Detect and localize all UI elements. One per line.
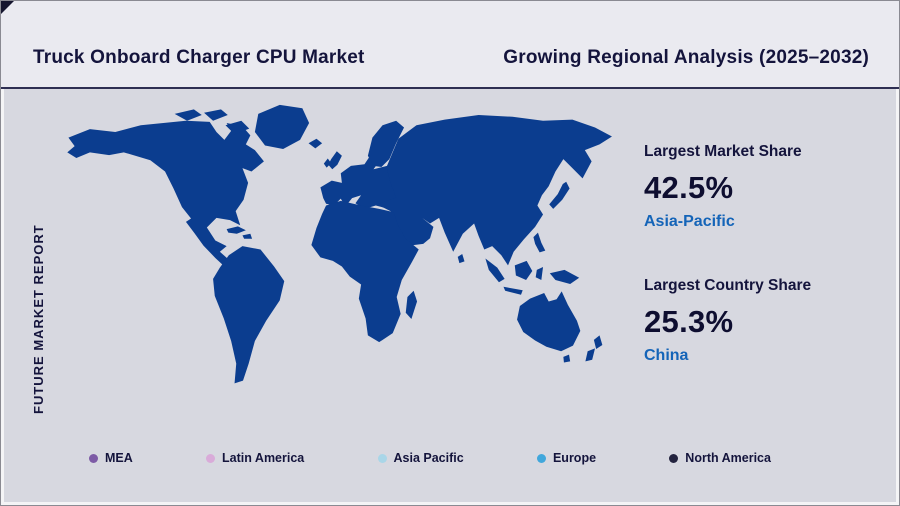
stat-region: Asia-Pacific bbox=[644, 213, 735, 230]
islands-southeast-asia bbox=[485, 232, 546, 295]
landmass-asia bbox=[376, 115, 612, 266]
stat-label: Largest Market Share bbox=[644, 143, 802, 160]
stat-region: China bbox=[644, 347, 689, 364]
world-map bbox=[56, 95, 621, 395]
islands-japan bbox=[549, 181, 570, 209]
legend-label: North America bbox=[685, 451, 771, 465]
world-map-svg bbox=[67, 104, 612, 384]
page-title-right: Growing Regional Analysis (2025–2032) bbox=[503, 47, 869, 68]
vertical-brand-text: FUTURE MARKET REPORT bbox=[31, 224, 46, 414]
legend-item-latin-america: Latin America bbox=[206, 451, 304, 465]
legend-item-mea: MEA bbox=[89, 451, 133, 465]
landmass-north-america bbox=[67, 120, 264, 266]
legend-label: Latin America bbox=[222, 451, 305, 465]
islands-british-isles bbox=[323, 151, 342, 170]
legend-dot-icon bbox=[536, 453, 546, 463]
islands-caribbean bbox=[226, 226, 253, 239]
island-sri-lanka bbox=[457, 254, 465, 264]
stats-panel: Largest Market Share 42.5% Asia-Pacific … bbox=[644, 143, 889, 365]
island-madagascar bbox=[405, 290, 418, 320]
page-title-left: Truck Onboard Charger CPU Market bbox=[33, 47, 365, 68]
legend-label: MEA bbox=[105, 451, 133, 465]
landmass-australia bbox=[517, 291, 581, 352]
corner-fold-mark bbox=[1, 1, 14, 14]
legend: MEA Latin America Asia Pacific Europe No… bbox=[89, 451, 771, 465]
legend-label: Asia Pacific bbox=[393, 451, 464, 465]
stat-largest-country-share: Largest Country Share 25.3% China bbox=[644, 277, 889, 365]
legend-dot-icon bbox=[89, 453, 98, 463]
header-divider bbox=[1, 87, 899, 89]
landmass-greenland bbox=[254, 104, 310, 149]
stat-value: 25.3% bbox=[644, 304, 734, 339]
islands-new-zealand bbox=[585, 335, 603, 362]
legend-item-north-america: North America bbox=[669, 451, 771, 465]
stat-largest-market-share: Largest Market Share 42.5% Asia-Pacific bbox=[644, 143, 889, 231]
legend-dot-icon bbox=[206, 453, 216, 463]
landmass-scandinavia bbox=[367, 120, 405, 168]
legend-dot-icon bbox=[377, 453, 387, 463]
landmass-africa bbox=[311, 200, 419, 343]
landmass-south-america bbox=[213, 246, 285, 384]
legend-label: Europe bbox=[552, 451, 597, 465]
legend-item-europe: Europe bbox=[536, 451, 597, 465]
header: Truck Onboard Charger CPU Market Growing… bbox=[1, 1, 899, 87]
legend-item-asia-pacific: Asia Pacific bbox=[377, 451, 464, 465]
island-iceland bbox=[308, 138, 323, 149]
island-tasmania bbox=[563, 354, 571, 363]
islands-canadian-arctic bbox=[174, 109, 250, 135]
legend-dot-icon bbox=[669, 453, 679, 463]
island-new-guinea bbox=[549, 269, 580, 284]
stat-label: Largest Country Share bbox=[644, 277, 812, 294]
stat-value: 42.5% bbox=[644, 170, 734, 205]
